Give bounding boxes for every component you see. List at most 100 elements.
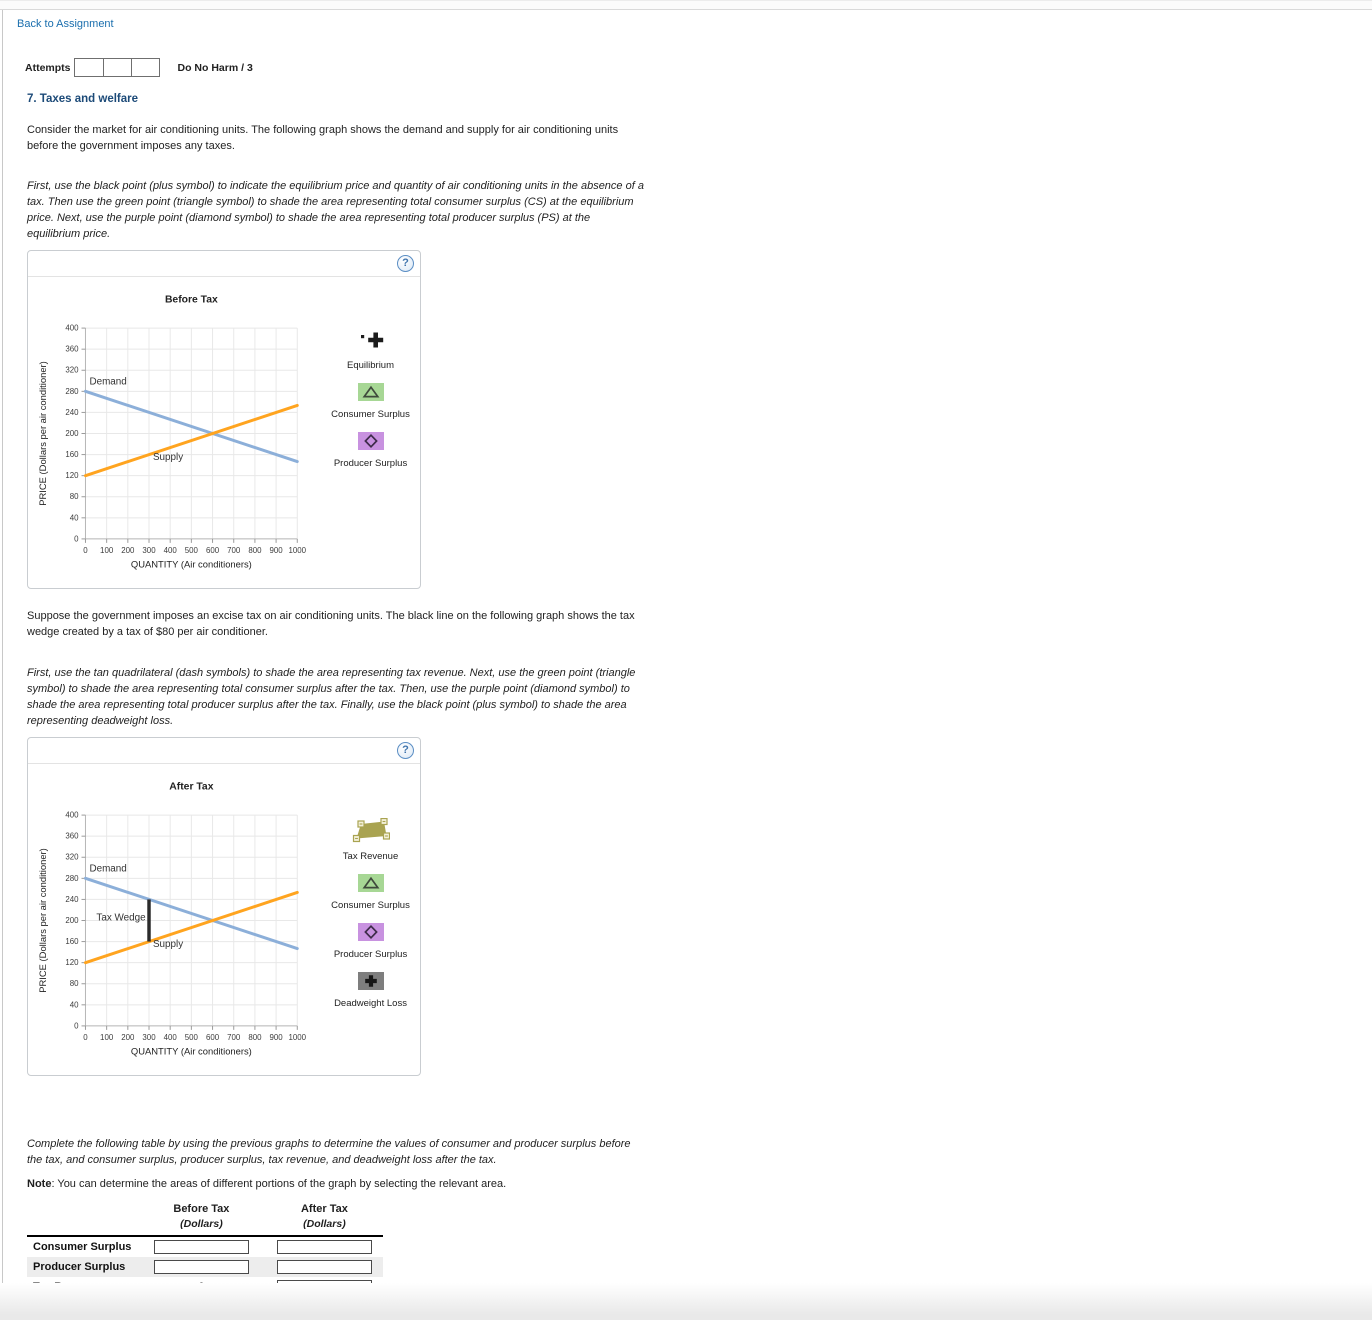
supply-label: Supply [153,452,183,463]
producer-surplus-after-input[interactable] [276,1260,372,1274]
triangle-icon [357,383,384,401]
svg-text:300: 300 [142,1033,156,1042]
table-instructions: Complete the following table by using th… [27,1138,631,1166]
svg-text:100: 100 [100,1033,114,1042]
svg-text:400: 400 [164,546,178,555]
score-label: Do No Harm / 3 [177,61,253,74]
svg-text:500: 500 [185,1033,199,1042]
after-panel-header: ? [28,738,420,764]
x-axis-label: QUANTITY (Air conditioners) [131,559,252,570]
table-row-producer-surplus: Producer Surplus [27,1257,384,1277]
table-row-consumer-surplus: Consumer Surplus [27,1236,383,1257]
svg-text:360: 360 [65,345,79,354]
svg-text:160: 160 [65,937,79,946]
svg-text:120: 120 [65,958,79,967]
deadweight-plus-icon [357,972,384,990]
svg-text:360: 360 [65,832,79,841]
intro-paragraph: Consider the market for air conditioning… [27,124,619,152]
svg-text:800: 800 [248,546,262,555]
legend-label: Consumer Surplus [331,900,410,911]
demand-label: Demand [89,376,126,387]
note-body: : You can determine the areas of differe… [51,1178,507,1190]
legend-label: Producer Surplus [333,949,408,960]
legend-label: Producer Surplus [333,458,408,469]
svg-text:200: 200 [121,546,135,555]
svg-text:0: 0 [83,1033,88,1042]
top-divider [0,0,1372,10]
svg-text:200: 200 [65,916,79,925]
note-label: Note [27,1178,52,1190]
diamond-icon [357,923,384,941]
svg-text:700: 700 [227,1033,241,1042]
before-tax-legend: Equilibrium Consumer Surplus Producer Surp… [321,285,420,582]
legend-consumer-surplus[interactable]: Consumer Surplus [321,874,420,911]
before-panel-header: ? [28,251,420,277]
legend-producer-surplus[interactable]: Producer Surplus [321,923,420,960]
svg-text:600: 600 [206,1033,220,1042]
svg-text:160: 160 [65,450,79,459]
after-instructions: First, use the tan quadrilateral (dash s… [27,667,636,727]
svg-text:80: 80 [70,979,79,988]
bottom-gradient [0,1283,1372,1320]
svg-text:200: 200 [65,429,79,438]
attempts-row: Attempts Do No Harm / 3 [25,58,667,77]
before-tax-panel: ? Before Tax 0 40 80 120 160 200 240 280 320 360 40… [27,250,421,589]
svg-text:900: 900 [269,546,283,555]
y-axis-label: PRICE (Dollars per air conditioner) [37,361,48,506]
legend-producer-surplus[interactable]: Producer Surplus [321,432,420,469]
legend-label: Deadweight Loss [334,998,407,1009]
consumer-surplus-before-input[interactable] [153,1240,249,1254]
svg-text:400: 400 [164,1033,178,1042]
before-tax-column-header: Before Tax (Dollars) [137,1203,266,1237]
question-content: Back to Assignment Attempts Do No Harm /… [2,10,1372,1320]
attempt-cell-2 [102,59,131,76]
x-axis-label: QUANTITY (Air conditioners) [131,1046,252,1057]
surplus-table: Before Tax (Dollars) After Tax (Dollars)… [27,1203,384,1317]
chart-title: After Tax [169,781,213,792]
svg-text:200: 200 [121,1033,135,1042]
tax-intro-paragraph: Suppose the government imposes an excise… [27,610,635,638]
legend-tax-revenue[interactable]: Tax Revenue [321,818,420,862]
attempts-label: Attempts [25,61,71,74]
empty-header-cell [27,1203,138,1237]
triangle-icon [357,874,384,892]
consumer-surplus-after-input[interactable] [276,1240,372,1254]
tax-revenue-quad-icon [352,818,390,843]
svg-text:280: 280 [65,874,79,883]
legend-equilibrium[interactable]: Equilibrium [321,331,420,371]
consumer-surplus-after-cell [265,1236,383,1257]
svg-text:0: 0 [74,1021,79,1030]
svg-text:240: 240 [65,408,79,417]
svg-text:80: 80 [70,492,79,501]
producer-surplus-before-cell [137,1257,265,1277]
legend-deadweight-loss[interactable]: Deadweight Loss [321,972,420,1009]
producer-surplus-after-cell [265,1257,383,1277]
svg-text:0: 0 [83,546,88,555]
attempt-cell-3 [130,59,159,76]
demand-curve [83,389,299,464]
svg-text:120: 120 [65,471,79,480]
after-tax-graph[interactable]: After Tax 0 40 80 120 160 200 240 280 320 360 400 0 1… [34,772,321,1069]
after-tax-panel: ? After Tax 0 40 80 120 160 200 240 280 320 360 400… [27,737,421,1076]
svg-text:1000: 1000 [288,546,306,555]
question-title: 7. Taxes and welfare [27,93,139,105]
before-tax-graph[interactable]: Before Tax 0 40 80 120 160 200 240 280 320 360 400 0… [34,285,321,582]
back-to-assignment-link[interactable]: Back to Assignment [17,18,114,30]
svg-text:900: 900 [269,1033,283,1042]
help-icon[interactable]: ? [397,742,414,759]
help-icon[interactable]: ? [397,255,414,272]
svg-text:1000: 1000 [288,1033,306,1042]
svg-text:400: 400 [65,324,79,333]
svg-text:320: 320 [65,853,79,862]
svg-text:40: 40 [70,513,79,522]
demand-label: Demand [89,863,126,874]
svg-text:0: 0 [74,534,79,543]
legend-label: Equilibrium [347,360,395,371]
producer-surplus-before-input[interactable] [153,1260,249,1274]
demand-curve [83,876,299,951]
before-instructions: First, use the black point (plus symbol)… [27,180,644,240]
tax-wedge-label: Tax Wedge [96,913,146,924]
legend-consumer-surplus[interactable]: Consumer Surplus [321,383,420,420]
attempts-box [73,58,160,77]
